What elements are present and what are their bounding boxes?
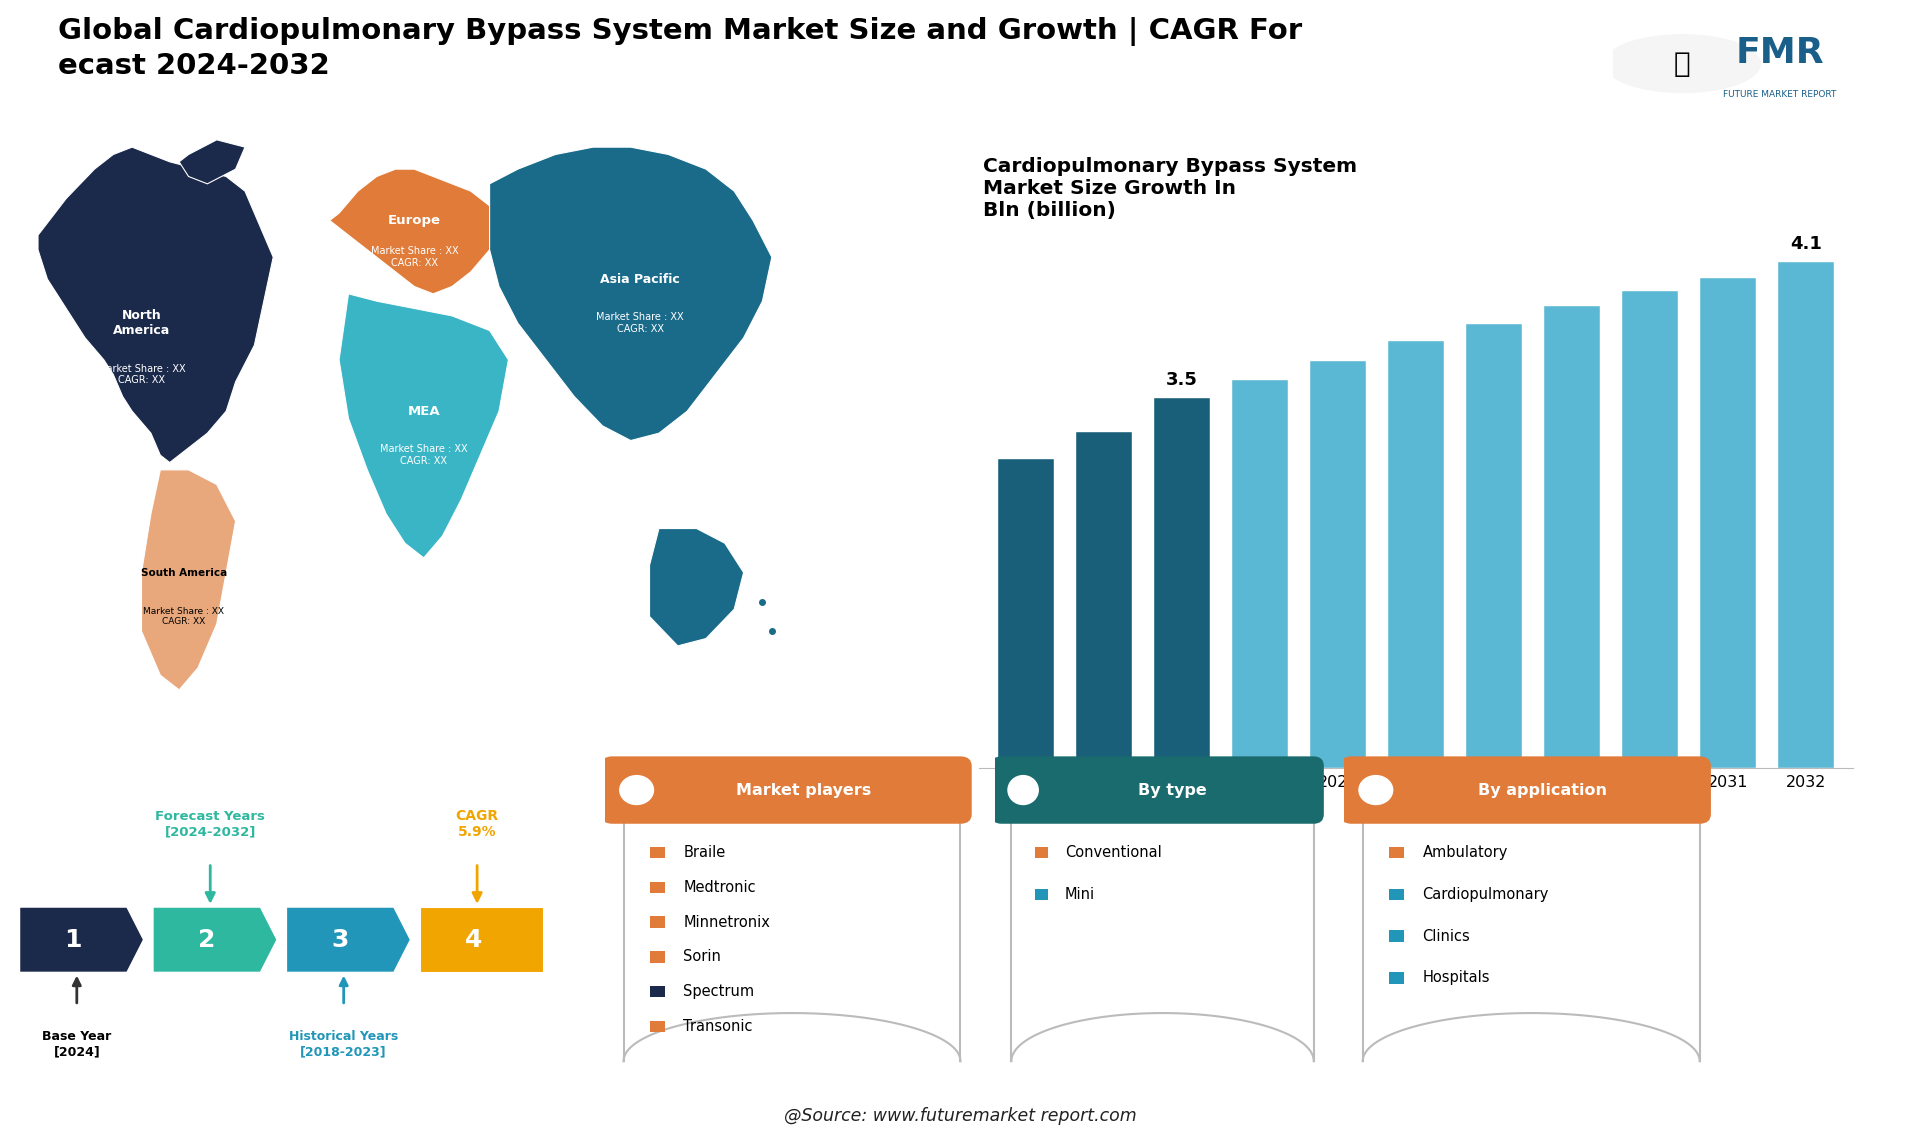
Text: Clinics: Clinics <box>1423 928 1471 943</box>
Text: Market Share : XX
CAGR: XX: Market Share : XX CAGR: XX <box>380 445 468 466</box>
Polygon shape <box>649 528 743 646</box>
Polygon shape <box>330 170 499 293</box>
Bar <box>998 460 1054 768</box>
Text: Medtronic: Medtronic <box>684 880 756 895</box>
Text: Asia Pacific: Asia Pacific <box>601 273 680 285</box>
Polygon shape <box>286 906 411 973</box>
Text: Transonic: Transonic <box>684 1019 753 1034</box>
FancyBboxPatch shape <box>649 847 664 858</box>
Text: Hospitals: Hospitals <box>1423 971 1490 986</box>
Text: Minnetronix: Minnetronix <box>684 915 770 929</box>
Text: FUTURE MARKET REPORT: FUTURE MARKET REPORT <box>1722 91 1837 99</box>
Bar <box>1544 306 1599 768</box>
Text: 🏃: 🏃 <box>1674 49 1692 78</box>
Polygon shape <box>38 147 273 463</box>
Polygon shape <box>19 906 144 973</box>
Text: @Source: www.futuremarket report.com: @Source: www.futuremarket report.com <box>783 1107 1137 1125</box>
Text: By type: By type <box>1139 783 1208 798</box>
Text: FMR: FMR <box>1736 37 1824 70</box>
Bar <box>1622 291 1678 768</box>
FancyBboxPatch shape <box>601 756 972 824</box>
Circle shape <box>620 776 653 804</box>
FancyBboxPatch shape <box>649 1021 664 1033</box>
Bar <box>1388 340 1444 768</box>
Text: ecast 2024-2032: ecast 2024-2032 <box>58 52 330 79</box>
Bar <box>1075 432 1133 768</box>
Bar <box>1778 261 1834 768</box>
Bar <box>1699 277 1757 768</box>
Polygon shape <box>490 147 772 440</box>
Text: 3.5: 3.5 <box>1165 371 1198 388</box>
FancyBboxPatch shape <box>1388 972 1404 983</box>
FancyBboxPatch shape <box>649 951 664 963</box>
Text: North
America: North America <box>113 309 171 337</box>
Text: Market Share : XX
CAGR: XX: Market Share : XX CAGR: XX <box>98 363 186 385</box>
Text: Mini: Mini <box>1066 887 1094 902</box>
FancyBboxPatch shape <box>649 881 664 893</box>
Bar <box>1154 398 1210 768</box>
Bar <box>1309 361 1367 768</box>
Text: Market Share : XX
CAGR: XX: Market Share : XX CAGR: XX <box>371 246 459 268</box>
Circle shape <box>1359 776 1392 804</box>
FancyBboxPatch shape <box>1388 931 1404 942</box>
Text: MEA: MEA <box>407 405 440 417</box>
Polygon shape <box>152 906 276 973</box>
Circle shape <box>1008 776 1039 804</box>
Bar <box>1467 323 1523 768</box>
Polygon shape <box>179 140 246 183</box>
FancyBboxPatch shape <box>1035 847 1048 858</box>
FancyBboxPatch shape <box>649 986 664 997</box>
FancyBboxPatch shape <box>1388 847 1404 858</box>
Text: Cardiopulmonary Bypass System
Market Size Growth In
Bln (billion): Cardiopulmonary Bypass System Market Siz… <box>983 157 1357 220</box>
Text: Cardiopulmonary: Cardiopulmonary <box>1423 887 1549 902</box>
Text: Sorin: Sorin <box>684 949 722 965</box>
Text: Forecast Years
[2024-2032]: Forecast Years [2024-2032] <box>156 810 265 838</box>
FancyBboxPatch shape <box>649 917 664 928</box>
Text: Historical Years
[2018-2023]: Historical Years [2018-2023] <box>290 1030 397 1058</box>
Bar <box>1233 380 1288 768</box>
Text: Market Share : XX
CAGR: XX: Market Share : XX CAGR: XX <box>597 313 684 333</box>
FancyBboxPatch shape <box>991 756 1325 824</box>
Polygon shape <box>142 470 236 690</box>
Text: By application: By application <box>1478 783 1607 798</box>
Text: 4: 4 <box>465 928 482 951</box>
Polygon shape <box>419 906 545 973</box>
Text: Market players: Market players <box>735 783 872 798</box>
Text: Global Cardiopulmonary Bypass System Market Size and Growth | CAGR For: Global Cardiopulmonary Bypass System Mar… <box>58 17 1302 46</box>
Text: Spectrum: Spectrum <box>684 984 755 999</box>
Text: Base Year
[2024]: Base Year [2024] <box>42 1030 111 1058</box>
Text: 3: 3 <box>332 928 349 951</box>
Polygon shape <box>340 293 509 558</box>
Circle shape <box>1605 34 1761 93</box>
FancyBboxPatch shape <box>1388 888 1404 900</box>
Text: Europe: Europe <box>388 214 442 227</box>
Text: Market Share : XX
CAGR: XX: Market Share : XX CAGR: XX <box>144 607 225 626</box>
Text: Braile: Braile <box>684 845 726 861</box>
Text: 2: 2 <box>198 928 215 951</box>
Text: CAGR
5.9%: CAGR 5.9% <box>455 809 499 839</box>
Text: South America: South America <box>140 567 227 578</box>
Text: Conventional: Conventional <box>1066 845 1162 861</box>
Text: 4.1: 4.1 <box>1789 235 1822 253</box>
Text: 1: 1 <box>65 928 83 951</box>
FancyBboxPatch shape <box>1035 888 1048 900</box>
Text: Ambulatory: Ambulatory <box>1423 845 1507 861</box>
FancyBboxPatch shape <box>1340 756 1711 824</box>
